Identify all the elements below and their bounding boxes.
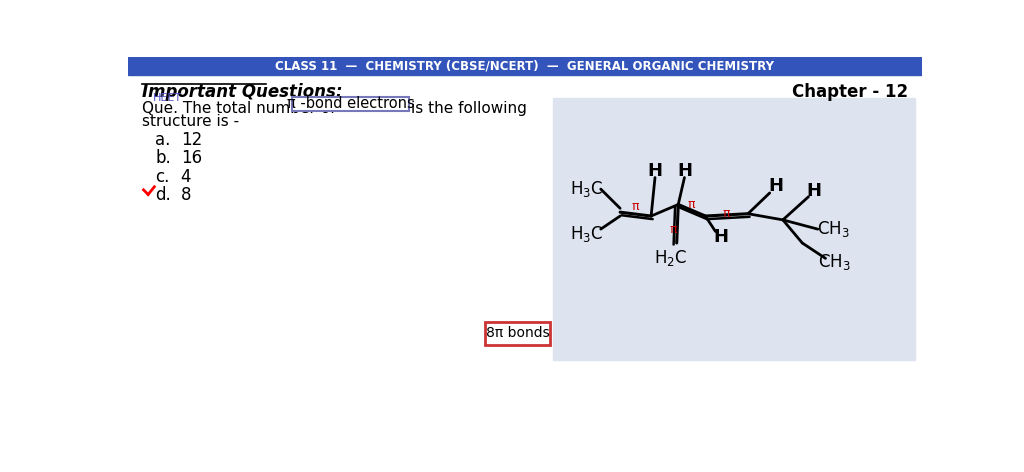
Text: π: π — [688, 198, 695, 211]
Text: π: π — [723, 207, 730, 220]
Text: b.: b. — [155, 149, 171, 167]
Text: π: π — [669, 223, 677, 236]
Text: $\mathsf{H_3C}$: $\mathsf{H_3C}$ — [570, 224, 603, 244]
FancyBboxPatch shape — [292, 97, 409, 111]
Text: $\mathsf{H_2C}$: $\mathsf{H_2C}$ — [654, 248, 687, 269]
FancyBboxPatch shape — [485, 321, 550, 345]
Text: Que. The total number of: Que. The total number of — [142, 101, 340, 116]
Text: $\mathsf{CH_3}$: $\mathsf{CH_3}$ — [818, 252, 851, 272]
Text: H: H — [714, 228, 728, 246]
Text: $\mathsf{CH_3}$: $\mathsf{CH_3}$ — [817, 219, 850, 239]
Text: is the following: is the following — [411, 101, 526, 116]
Text: 12: 12 — [180, 131, 202, 149]
Text: 8π bonds: 8π bonds — [486, 326, 550, 340]
Bar — [128, 57, 922, 75]
Text: π: π — [632, 200, 639, 212]
Text: 8: 8 — [180, 186, 191, 204]
Text: Chapter - 12: Chapter - 12 — [792, 83, 907, 101]
Text: HEET: HEET — [153, 93, 182, 103]
Text: 4: 4 — [180, 168, 191, 185]
Text: a.: a. — [155, 131, 171, 149]
Text: $\mathsf{H_3C}$: $\mathsf{H_3C}$ — [570, 179, 603, 199]
Text: d.: d. — [155, 186, 171, 204]
Text: Important Questions:: Important Questions: — [142, 83, 342, 101]
Text: c.: c. — [155, 168, 170, 185]
Text: structure is -: structure is - — [142, 114, 239, 128]
Bar — [553, 98, 915, 360]
Text: H: H — [677, 162, 692, 180]
Text: CLASS 11  —  CHEMISTRY (CBSE/NCERT)  —  GENERAL ORGANIC CHEMISTRY: CLASS 11 — CHEMISTRY (CBSE/NCERT) — GENE… — [275, 59, 774, 72]
Text: H: H — [768, 177, 783, 195]
Text: 16: 16 — [180, 149, 202, 167]
Text: H: H — [647, 162, 663, 180]
Text: H: H — [806, 182, 821, 200]
Text: π -bond electrons: π -bond electrons — [287, 96, 415, 111]
